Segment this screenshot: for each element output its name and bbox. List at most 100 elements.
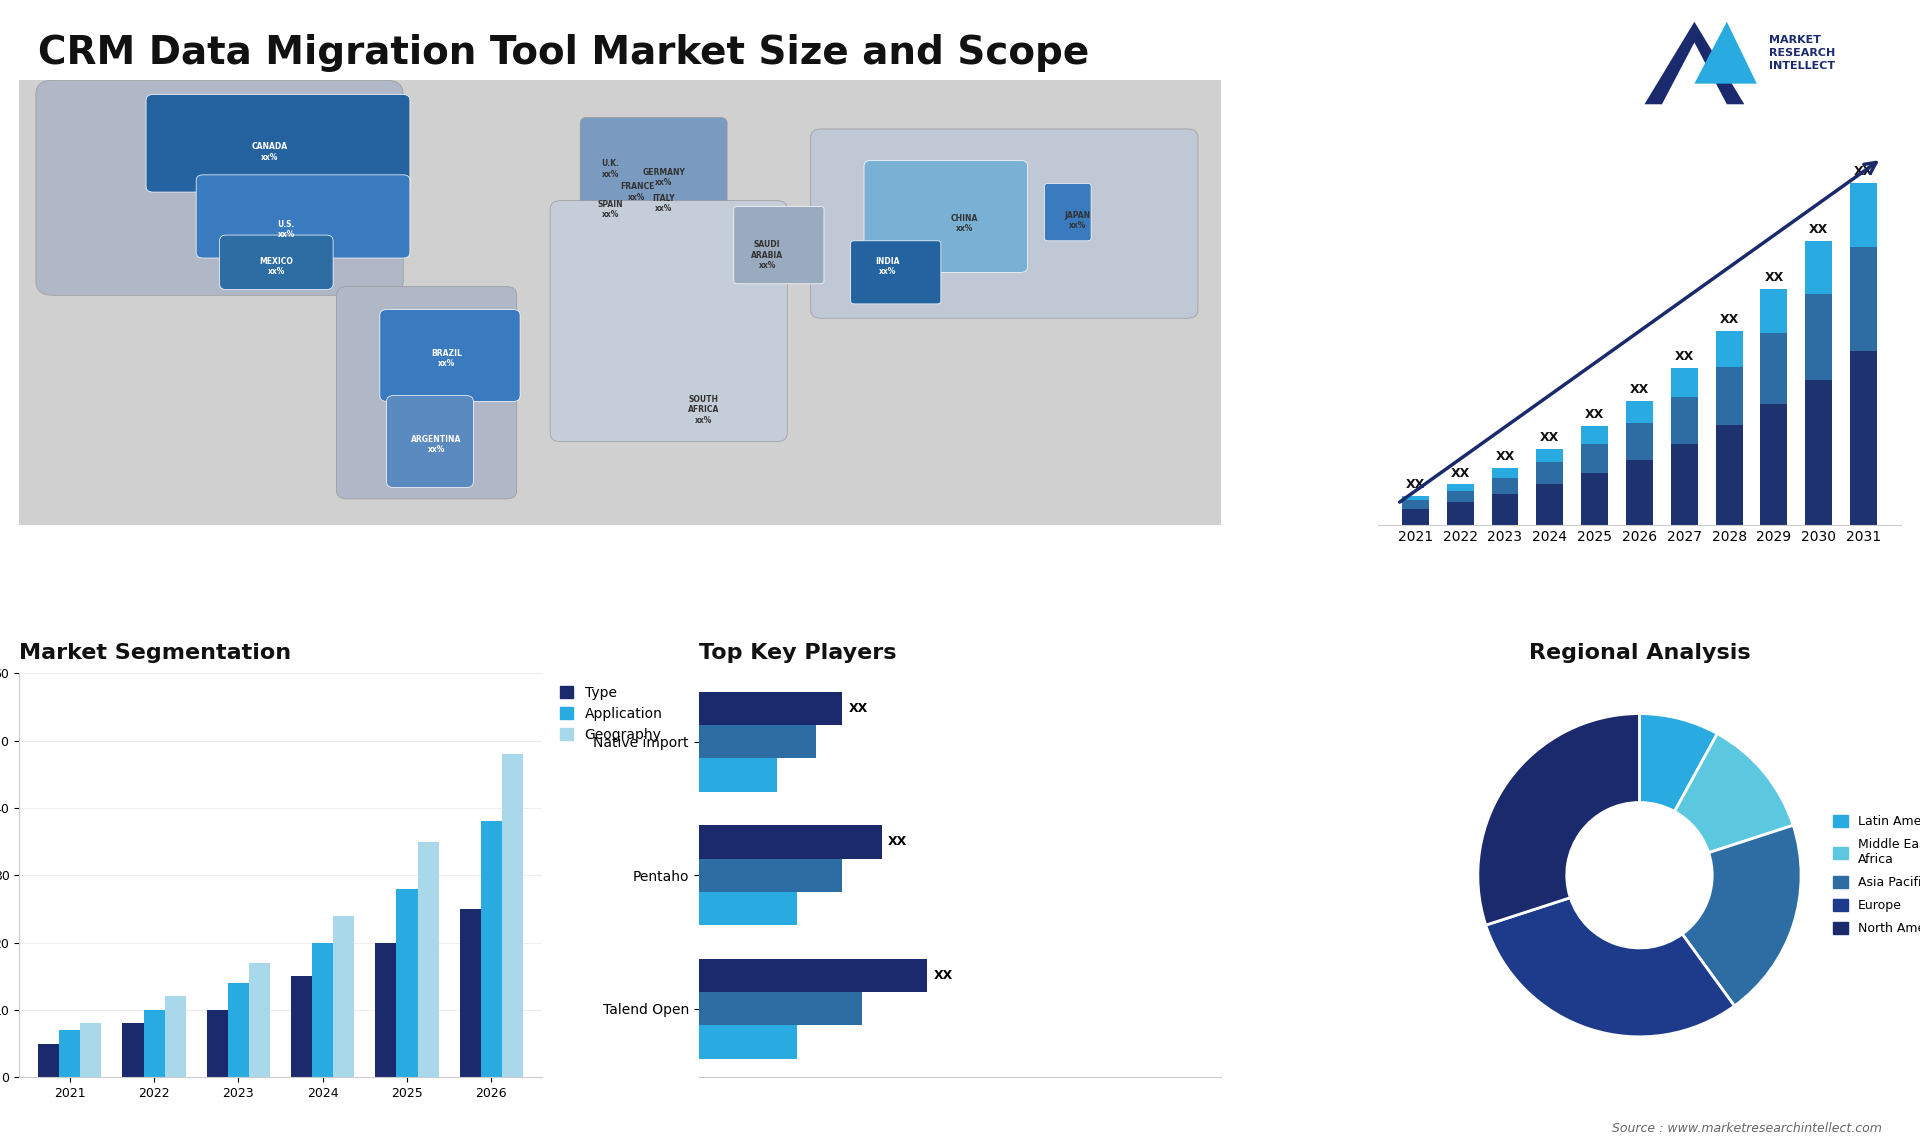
Polygon shape <box>1644 22 1743 104</box>
Text: GERMANY
xx%: GERMANY xx% <box>641 168 685 188</box>
Text: FRANCE
xx%: FRANCE xx% <box>620 182 655 202</box>
Text: XX: XX <box>1405 478 1425 490</box>
Bar <box>699 858 843 892</box>
Bar <box>38 1044 60 1077</box>
Bar <box>699 691 843 725</box>
Bar <box>699 959 927 992</box>
Bar <box>699 892 797 925</box>
Bar <box>1446 490 1475 502</box>
Bar <box>1626 423 1653 461</box>
Bar <box>1851 183 1878 248</box>
FancyBboxPatch shape <box>196 175 409 258</box>
Bar <box>165 996 186 1077</box>
Text: XX: XX <box>1450 466 1471 479</box>
Text: SAUDI
ARABIA
xx%: SAUDI ARABIA xx% <box>751 241 783 270</box>
FancyBboxPatch shape <box>336 286 516 499</box>
Text: BRAZIL
xx%: BRAZIL xx% <box>432 348 463 368</box>
Bar <box>1716 425 1743 525</box>
Bar <box>1446 485 1475 490</box>
Bar <box>1582 426 1609 444</box>
Bar <box>1492 478 1519 494</box>
Text: XX: XX <box>1630 383 1649 395</box>
Text: XX: XX <box>1720 313 1740 327</box>
Bar <box>250 963 271 1077</box>
Text: SPAIN
xx%: SPAIN xx% <box>597 199 624 219</box>
Text: SOUTH
AFRICA
xx%: SOUTH AFRICA xx% <box>687 395 720 425</box>
Text: U.K.
xx%: U.K. xx% <box>601 159 618 179</box>
Bar <box>1402 501 1428 509</box>
Bar <box>60 1030 81 1077</box>
FancyBboxPatch shape <box>36 80 403 296</box>
Bar <box>1716 367 1743 425</box>
Bar <box>1402 496 1428 501</box>
Wedge shape <box>1478 714 1640 925</box>
Bar <box>1670 444 1697 525</box>
Bar <box>1761 289 1788 332</box>
Bar <box>1805 241 1832 295</box>
Bar <box>1851 351 1878 525</box>
Circle shape <box>1567 802 1713 948</box>
Bar <box>1761 403 1788 525</box>
Text: JAPAN
xx%: JAPAN xx% <box>1066 211 1091 230</box>
Text: Market Segmentation: Market Segmentation <box>19 643 292 664</box>
Text: MARKET
RESEARCH
INTELLECT: MARKET RESEARCH INTELLECT <box>1770 34 1836 71</box>
Title: Regional Analysis: Regional Analysis <box>1528 643 1751 664</box>
Bar <box>699 725 816 759</box>
FancyBboxPatch shape <box>380 309 520 401</box>
Bar <box>480 822 501 1077</box>
Bar <box>228 983 250 1077</box>
Text: CRM Data Migration Tool Market Size and Scope: CRM Data Migration Tool Market Size and … <box>38 34 1091 72</box>
Bar <box>459 909 480 1077</box>
FancyBboxPatch shape <box>219 235 332 290</box>
Text: ITALY
xx%: ITALY xx% <box>653 194 676 213</box>
Text: XX: XX <box>933 968 952 982</box>
Bar <box>144 1010 165 1077</box>
Text: XX: XX <box>1586 408 1605 422</box>
Bar <box>1446 502 1475 525</box>
Bar <box>1402 509 1428 525</box>
Bar <box>1851 248 1878 351</box>
Bar <box>1582 473 1609 525</box>
Bar <box>699 1026 797 1059</box>
Text: XX: XX <box>1674 351 1693 363</box>
Bar <box>1492 494 1519 525</box>
Bar <box>396 888 417 1077</box>
Text: CANADA
xx%: CANADA xx% <box>252 142 288 162</box>
Text: U.S.
xx%: U.S. xx% <box>278 220 296 240</box>
Bar <box>376 942 396 1077</box>
FancyBboxPatch shape <box>551 201 787 441</box>
Bar <box>1582 444 1609 473</box>
Bar <box>123 1023 144 1077</box>
Bar <box>1492 469 1519 478</box>
FancyBboxPatch shape <box>851 241 941 304</box>
Text: XX: XX <box>889 835 908 848</box>
FancyBboxPatch shape <box>386 395 474 487</box>
FancyBboxPatch shape <box>1044 183 1091 241</box>
Bar <box>1626 400 1653 423</box>
Bar <box>81 1023 102 1077</box>
Bar <box>292 976 313 1077</box>
Text: Top Key Players: Top Key Players <box>699 643 897 664</box>
Legend: Type, Application, Geography: Type, Application, Geography <box>555 680 668 747</box>
Text: MEXICO
xx%: MEXICO xx% <box>259 257 294 276</box>
FancyBboxPatch shape <box>733 206 824 284</box>
Polygon shape <box>1695 22 1757 84</box>
Text: ARGENTINA
xx%: ARGENTINA xx% <box>411 434 463 454</box>
Bar <box>1670 398 1697 444</box>
Bar <box>1536 462 1563 485</box>
Text: XX: XX <box>849 701 868 715</box>
Bar <box>699 992 862 1026</box>
Bar <box>501 754 522 1077</box>
Bar <box>313 942 334 1077</box>
Text: XX: XX <box>1496 450 1515 463</box>
Text: XX: XX <box>1540 431 1559 444</box>
Bar <box>334 916 355 1077</box>
FancyBboxPatch shape <box>146 95 409 193</box>
Bar <box>1670 368 1697 398</box>
Legend: Latin America, Middle East &
Africa, Asia Pacific, Europe, North America: Latin America, Middle East & Africa, Asi… <box>1828 810 1920 940</box>
Text: XX: XX <box>1809 223 1828 236</box>
Wedge shape <box>1640 714 1716 811</box>
Text: Source : www.marketresearchintellect.com: Source : www.marketresearchintellect.com <box>1611 1122 1882 1135</box>
Wedge shape <box>1674 733 1793 853</box>
Bar <box>1626 461 1653 525</box>
